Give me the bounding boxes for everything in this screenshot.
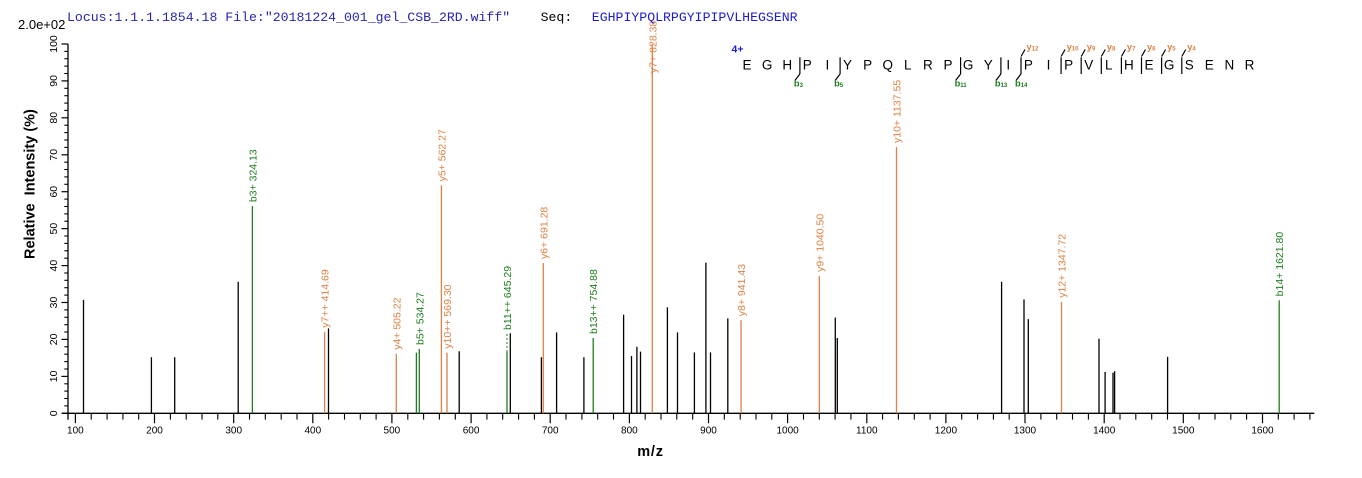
svg-text:S: S bbox=[1185, 58, 1194, 73]
svg-text:1500: 1500 bbox=[1172, 426, 1195, 437]
svg-text:E: E bbox=[1144, 58, 1153, 73]
svg-text:H: H bbox=[1124, 58, 1134, 73]
svg-text:y10+ 1137.55: y10+ 1137.55 bbox=[892, 80, 904, 143]
svg-text:b3+ 324.13: b3+ 324.13 bbox=[247, 149, 259, 202]
svg-text:100: 100 bbox=[48, 35, 60, 53]
svg-text:y12+ 1347.72: y12+ 1347.72 bbox=[1057, 234, 1069, 298]
svg-text:b3: b3 bbox=[794, 78, 804, 89]
svg-text:1300: 1300 bbox=[1014, 426, 1037, 437]
svg-text:b5+ 534.27: b5+ 534.27 bbox=[414, 292, 426, 345]
svg-text:y8: y8 bbox=[1107, 42, 1116, 53]
svg-text:b13: b13 bbox=[995, 78, 1008, 89]
svg-text:y6+ 691.28: y6+ 691.28 bbox=[538, 207, 550, 259]
svg-text:y4: y4 bbox=[1187, 42, 1196, 53]
svg-text:80: 80 bbox=[48, 112, 60, 124]
svg-text:H: H bbox=[782, 58, 792, 73]
svg-text:b14: b14 bbox=[1015, 78, 1028, 89]
svg-text:y7++ 414.69: y7++ 414.69 bbox=[320, 269, 332, 328]
svg-text:P: P bbox=[803, 58, 812, 73]
svg-text:Relative Intensity (%): Relative Intensity (%) bbox=[23, 109, 39, 259]
svg-text:L: L bbox=[904, 58, 912, 73]
svg-text:P: P bbox=[863, 58, 872, 73]
svg-text:G: G bbox=[762, 58, 773, 73]
svg-text:40: 40 bbox=[48, 260, 60, 272]
svg-text:N: N bbox=[1225, 58, 1235, 73]
svg-text:G: G bbox=[1164, 58, 1175, 73]
svg-text:P: P bbox=[1064, 58, 1073, 73]
svg-text:1400: 1400 bbox=[1093, 426, 1116, 437]
svg-text:E: E bbox=[1205, 58, 1214, 73]
svg-text:E: E bbox=[742, 58, 751, 73]
svg-text:20: 20 bbox=[48, 333, 60, 345]
svg-text:1600: 1600 bbox=[1251, 426, 1274, 437]
svg-text:V: V bbox=[1084, 58, 1093, 73]
svg-text:800: 800 bbox=[621, 426, 638, 437]
svg-text:y6: y6 bbox=[1147, 42, 1156, 53]
svg-text:500: 500 bbox=[384, 426, 401, 437]
svg-text:y4+ 505.22: y4+ 505.22 bbox=[391, 297, 403, 349]
svg-text:Q: Q bbox=[882, 58, 893, 73]
svg-text:P: P bbox=[1024, 58, 1033, 73]
svg-text:400: 400 bbox=[304, 426, 321, 437]
svg-text:Y: Y bbox=[984, 58, 993, 73]
svg-text:y8+ 941.43: y8+ 941.43 bbox=[736, 264, 748, 316]
svg-text:700: 700 bbox=[542, 426, 559, 437]
svg-text:y9: y9 bbox=[1087, 42, 1096, 53]
svg-text:I: I bbox=[1047, 58, 1051, 73]
svg-text:R: R bbox=[923, 58, 933, 73]
svg-text:60: 60 bbox=[48, 186, 60, 198]
svg-text:y12: y12 bbox=[1027, 42, 1040, 53]
svg-text:P: P bbox=[943, 58, 952, 73]
svg-text:0: 0 bbox=[48, 410, 60, 416]
svg-text:Y: Y bbox=[843, 58, 852, 73]
svg-text:50: 50 bbox=[48, 223, 60, 235]
svg-text:Seq:: Seq: bbox=[541, 10, 573, 25]
svg-text:y7: y7 bbox=[1127, 42, 1136, 53]
svg-text:4+: 4+ bbox=[732, 44, 744, 56]
svg-text:30: 30 bbox=[48, 297, 60, 309]
svg-text:y9+ 1040.50: y9+ 1040.50 bbox=[814, 214, 826, 272]
svg-text:y10++ 569.30: y10++ 569.30 bbox=[442, 284, 454, 348]
svg-text:70: 70 bbox=[48, 149, 60, 161]
svg-text:90: 90 bbox=[48, 75, 60, 87]
svg-text:b11++ 645.29: b11++ 645.29 bbox=[502, 266, 514, 330]
svg-text:EGHPIYPQLRPGYIPIPVLHEGSENR: EGHPIYPQLRPGYIPIPVLHEGSENR bbox=[592, 10, 798, 25]
svg-text:1000: 1000 bbox=[776, 426, 799, 437]
svg-text:1200: 1200 bbox=[935, 426, 958, 437]
svg-text:y5+ 562.27: y5+ 562.27 bbox=[436, 129, 448, 181]
svg-text:1100: 1100 bbox=[856, 426, 878, 437]
svg-text:m/z: m/z bbox=[637, 444, 664, 460]
svg-text:Locus:1.1.1.1854.18 File:"2018: Locus:1.1.1.1854.18 File:"20181224_001_g… bbox=[67, 10, 510, 25]
svg-text:600: 600 bbox=[463, 426, 480, 437]
svg-text:b13++ 754.88: b13++ 754.88 bbox=[588, 269, 600, 334]
svg-text:100: 100 bbox=[67, 426, 84, 437]
svg-text:b5: b5 bbox=[834, 78, 844, 89]
svg-text:G: G bbox=[963, 58, 974, 73]
svg-text:b11: b11 bbox=[955, 78, 968, 89]
svg-text:300: 300 bbox=[225, 426, 242, 437]
svg-text:2.0e+02: 2.0e+02 bbox=[18, 17, 65, 32]
svg-text:900: 900 bbox=[700, 426, 717, 437]
svg-text:y10: y10 bbox=[1067, 42, 1080, 53]
svg-text:b14+ 1621.80: b14+ 1621.80 bbox=[1274, 232, 1286, 297]
svg-text:I: I bbox=[1006, 58, 1010, 73]
svg-text:R: R bbox=[1245, 58, 1255, 73]
svg-text:y7+ 828.38: y7+ 828.38 bbox=[647, 21, 659, 73]
svg-text:L: L bbox=[1105, 58, 1113, 73]
svg-text:200: 200 bbox=[146, 426, 163, 437]
svg-text:y5: y5 bbox=[1167, 42, 1176, 53]
svg-text:10: 10 bbox=[48, 370, 60, 382]
svg-text:I: I bbox=[826, 58, 830, 73]
